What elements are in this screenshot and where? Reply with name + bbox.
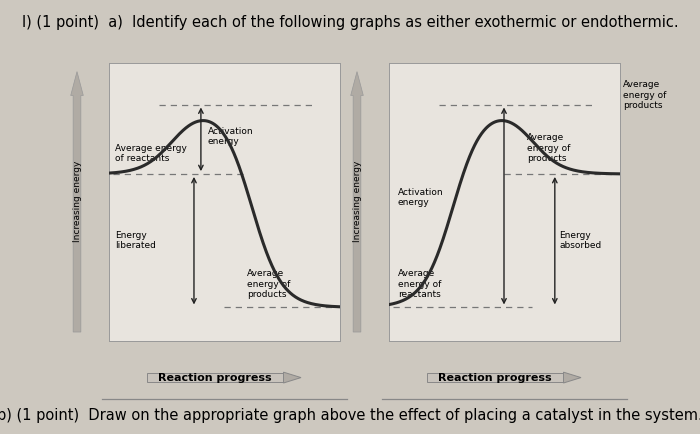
Text: Reaction progress: Reaction progress	[438, 372, 552, 383]
Text: Activation
energy: Activation energy	[208, 127, 253, 146]
Text: Average
energy of
products: Average energy of products	[623, 80, 666, 110]
Text: Average energy
of reactants: Average energy of reactants	[116, 144, 188, 163]
Text: l) (1 point)  a)  Identify each of the following graphs as either exothermic or : l) (1 point) a) Identify each of the fol…	[22, 15, 678, 30]
Text: Average
energy of
products: Average energy of products	[247, 269, 290, 299]
Text: Increasing energy: Increasing energy	[353, 161, 361, 243]
Text: Energy
liberated: Energy liberated	[116, 231, 156, 250]
Text: Energy
absorbed: Energy absorbed	[559, 231, 602, 250]
Text: b) (1 point)  Draw on the appropriate graph above the effect of placing a cataly: b) (1 point) Draw on the appropriate gra…	[0, 408, 700, 423]
Text: Activation
energy: Activation energy	[398, 188, 443, 207]
Text: Reaction progress: Reaction progress	[158, 372, 272, 383]
Text: Average
energy of
products: Average energy of products	[527, 133, 570, 163]
Text: Increasing energy: Increasing energy	[73, 161, 81, 243]
Text: Average
energy of
reactants: Average energy of reactants	[398, 269, 441, 299]
